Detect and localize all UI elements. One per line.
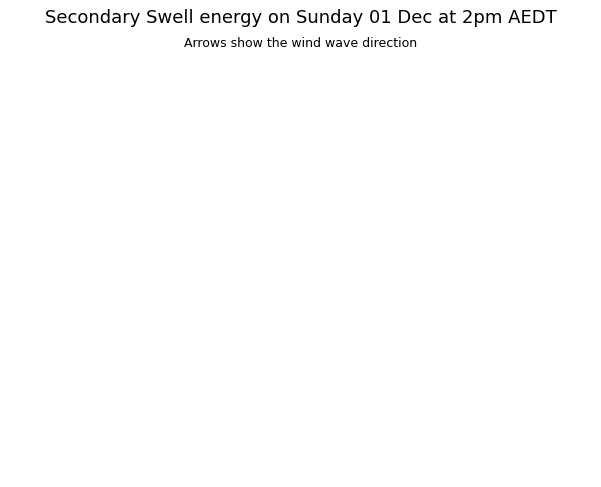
Text: Secondary Swell energy on Sunday 01 Dec at 2pm AEDT: Secondary Swell energy on Sunday 01 Dec … <box>44 9 557 27</box>
Text: cartopy required: cartopy required <box>219 262 382 281</box>
Text: Arrows show the wind wave direction: Arrows show the wind wave direction <box>184 37 417 50</box>
